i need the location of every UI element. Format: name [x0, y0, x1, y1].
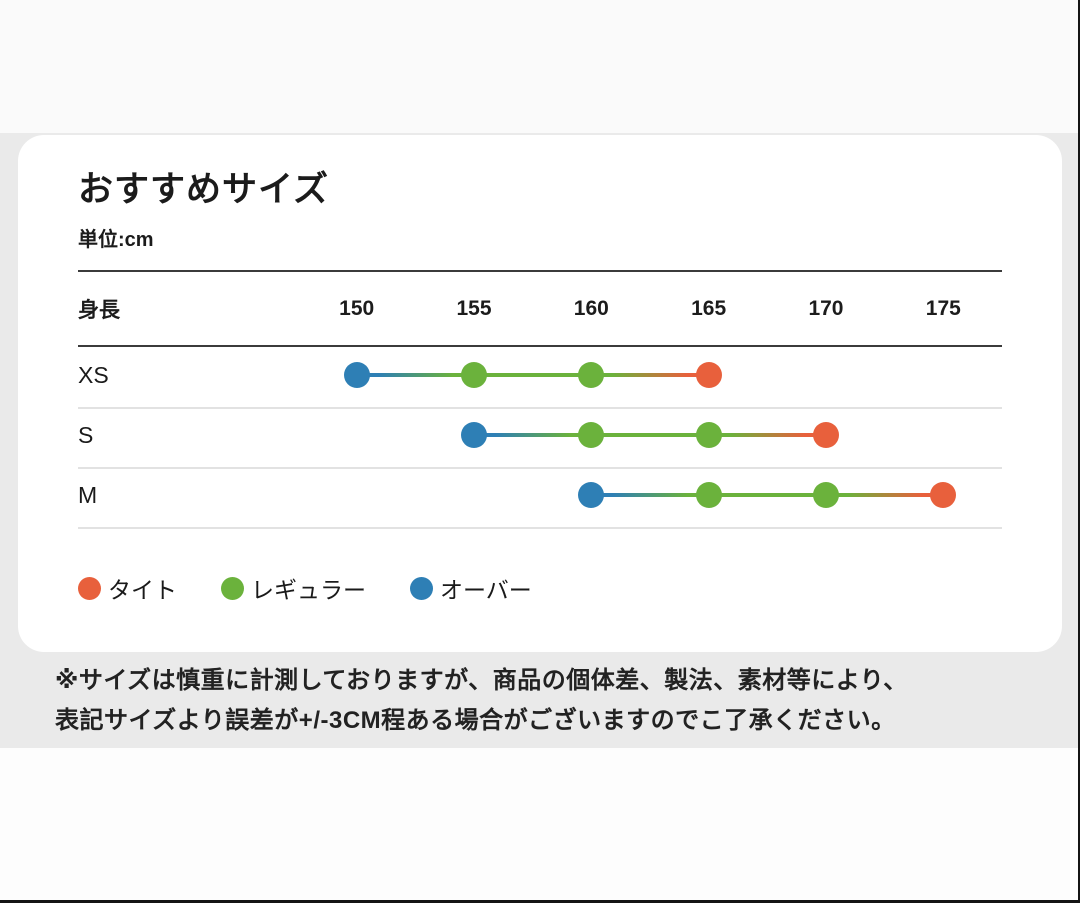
page-title: おすすめサイズ	[78, 170, 329, 209]
table-row-m: M	[78, 465, 1002, 525]
connector-line	[591, 373, 709, 377]
x-tick-150: 150	[339, 296, 375, 320]
over-dot-icon	[410, 576, 433, 600]
legend-item-over: オーバー	[410, 571, 532, 605]
regular-dot-icon	[221, 576, 244, 600]
background-band-bottom	[0, 748, 1078, 900]
row-divider	[78, 527, 1002, 529]
legend-item-tight: タイト	[78, 571, 177, 605]
row-divider	[78, 407, 1002, 409]
table-top-rule	[78, 270, 1002, 272]
size-label-s: S	[78, 421, 94, 448]
connector-line	[826, 493, 944, 497]
connector-line	[591, 433, 709, 437]
connector-line	[591, 493, 709, 497]
connector-line	[708, 493, 826, 497]
table-row-xs: XS	[78, 345, 1002, 405]
x-tick-160: 160	[573, 296, 609, 320]
size-chart-card-content: おすすめサイズ 単位:cm 身長 150 155 160 165 170 175…	[78, 135, 1002, 652]
x-tick-170: 170	[808, 296, 844, 320]
x-axis-label: 身長	[78, 298, 120, 322]
x-tick-165: 165	[691, 296, 727, 320]
legend-label-regular: レギュラー	[251, 577, 366, 603]
legend-label-tight: タイト	[108, 577, 177, 603]
size-label-m: M	[78, 481, 98, 508]
background-band-top	[0, 0, 1078, 133]
over-data-point	[343, 362, 370, 388]
over-data-point	[461, 422, 487, 448]
x-tick-155: 155	[456, 296, 492, 320]
tight-data-point	[813, 422, 839, 448]
dot-track-m	[298, 465, 1002, 525]
connector-line	[474, 373, 592, 377]
regular-data-point	[695, 482, 722, 508]
legend-item-regular: レギュラー	[221, 571, 366, 605]
connector-line	[474, 433, 592, 437]
regular-data-point	[578, 362, 605, 388]
x-tick-175: 175	[925, 296, 961, 320]
tight-data-point	[930, 482, 957, 508]
legend-label-over: オーバー	[440, 577, 532, 603]
legend: タイト レギュラー オーバー	[78, 571, 532, 605]
regular-data-point	[578, 422, 605, 448]
connector-line	[356, 373, 474, 377]
note-line-1: ※サイズは慎重に計測しておりますが、商品の個体差、製法、素材等により、	[55, 667, 908, 694]
size-disclaimer-note: ※サイズは慎重に計測しておりますが、商品の個体差、製法、素材等により、 表記サイ…	[55, 661, 908, 741]
dot-track-xs	[298, 345, 1002, 405]
connector-line	[708, 433, 826, 437]
row-divider	[78, 467, 1002, 469]
tight-dot-icon	[78, 576, 101, 600]
note-line-2: 表記サイズより誤差が+/-3CM程ある場合がございますのでこ了承ください。	[55, 707, 896, 734]
table-header-row: 身長 150 155 160 165 170 175	[78, 272, 1002, 345]
size-chart-card: おすすめサイズ 単位:cm 身長 150 155 160 165 170 175…	[18, 135, 1062, 652]
regular-data-point	[813, 482, 839, 508]
unit-label: 単位:cm	[78, 229, 154, 251]
tight-data-point	[695, 362, 722, 388]
table-header-rule	[78, 345, 1002, 347]
table-row-s: S	[78, 405, 1002, 465]
dot-track-s	[298, 405, 1002, 465]
over-data-point	[578, 482, 605, 508]
regular-data-point	[695, 422, 722, 448]
regular-data-point	[461, 362, 487, 388]
size-label-xs: XS	[78, 361, 109, 388]
